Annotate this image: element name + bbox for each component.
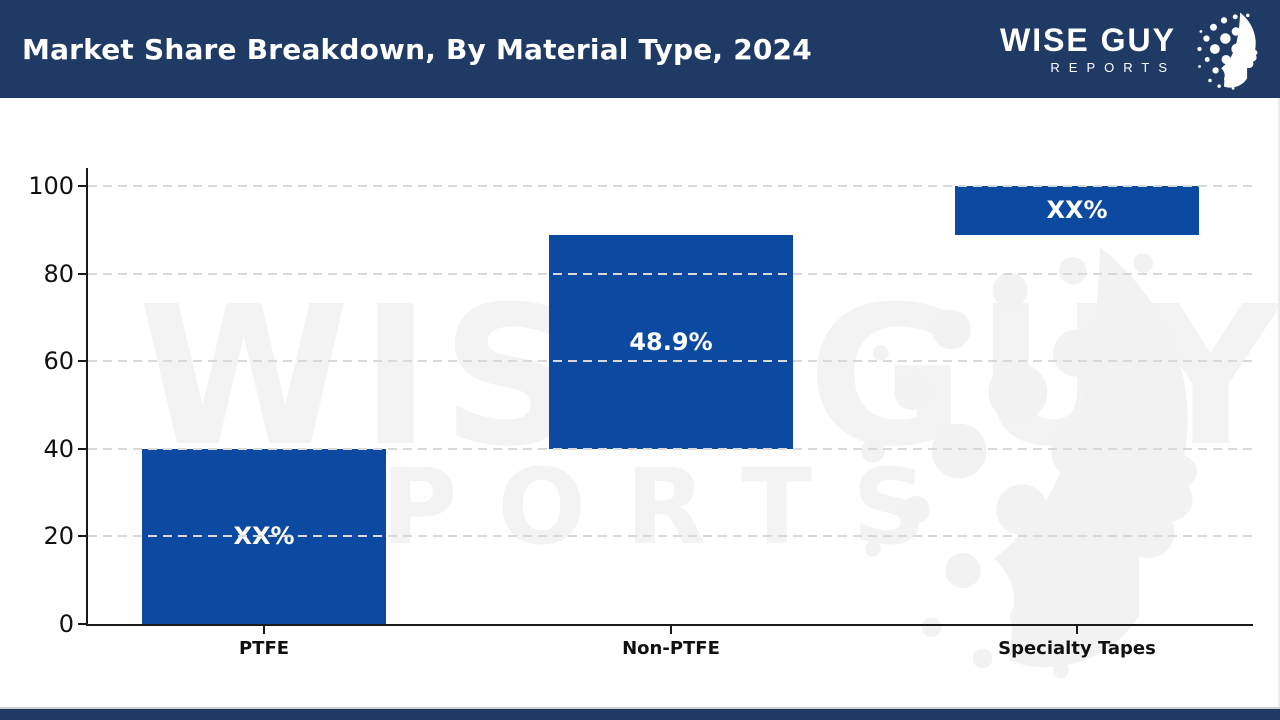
y-tick-0 xyxy=(78,623,86,625)
y-tick-label-60: 60 xyxy=(43,347,74,376)
y-tick-20 xyxy=(78,535,86,538)
y-tick-60 xyxy=(78,360,86,363)
x-tick-1 xyxy=(670,626,672,634)
gridline-80 xyxy=(88,272,1253,275)
bar-value-label: XX% xyxy=(1046,196,1108,225)
bar-specialty-tapes: XX% xyxy=(955,186,1199,235)
y-tick-label-40: 40 xyxy=(43,434,74,463)
footer-bar xyxy=(0,707,1280,720)
gridline-40 xyxy=(88,447,1253,450)
page-title: Market Share Breakdown, By Material Type… xyxy=(22,32,812,66)
y-tick-80 xyxy=(78,272,86,275)
x-tick-label-2: Specialty Tapes xyxy=(998,638,1156,659)
y-tick-100 xyxy=(78,185,86,187)
y-axis-line xyxy=(86,168,88,626)
y-tick-label-80: 80 xyxy=(43,259,74,288)
brand-name: WISE GUY xyxy=(999,21,1176,58)
brand-face-icon xyxy=(1197,12,1258,90)
plot-area: 0 20 40 60 80 100 XX% PTFE 48.9% Non-PTFE XX% Speci… xyxy=(28,168,1253,659)
x-tick-2 xyxy=(1076,626,1078,634)
watermark-face-graphic xyxy=(861,247,1198,679)
x-tick-label-0: PTFE xyxy=(238,638,290,659)
y-tick-40 xyxy=(78,447,86,450)
y-tick-label-0: 0 xyxy=(58,610,74,638)
x-axis-line xyxy=(86,624,1253,626)
bar-non-ptfe: 48.9% xyxy=(549,234,793,449)
gridline-20 xyxy=(88,535,1253,538)
y-tick-label-20: 20 xyxy=(43,522,74,551)
bar-value-label: 48.9% xyxy=(629,327,713,356)
x-tick-0 xyxy=(263,626,265,634)
brand-logo-text: WISE GUY REPORTS xyxy=(1000,24,1176,75)
brand-logo: WISE GUY REPORTS xyxy=(1000,4,1266,94)
chart-canvas: WISE GUY REPORTS 0 20 40 60 80 100 XX% P xyxy=(0,98,1280,707)
brand-subtitle: REPORTS xyxy=(1050,59,1176,75)
header-bar: Market Share Breakdown, By Material Type… xyxy=(0,0,1280,98)
gridline-60 xyxy=(88,360,1253,363)
y-tick-label-100: 100 xyxy=(28,172,74,200)
x-tick-label-1: Non-PTFE xyxy=(622,638,720,659)
gridline-100 xyxy=(88,185,1253,187)
